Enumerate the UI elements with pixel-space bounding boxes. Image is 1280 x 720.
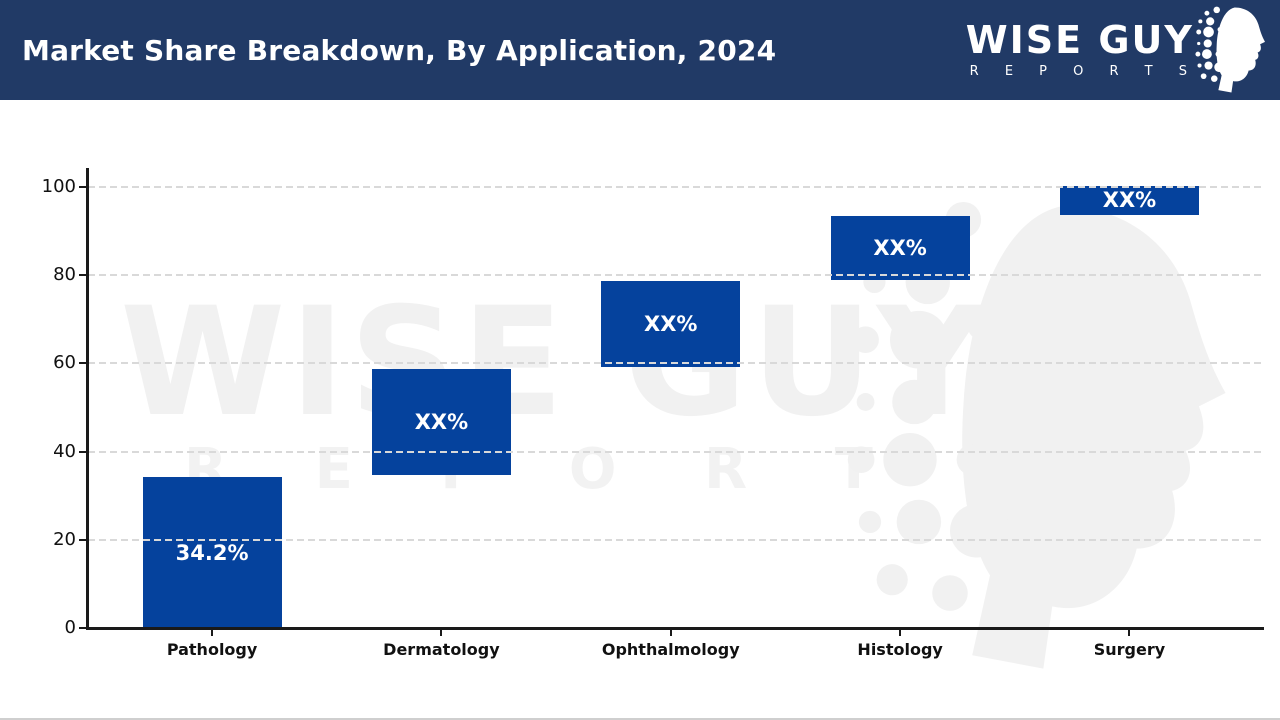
bar-value-label: XX%	[414, 410, 469, 435]
y-axis-tick-label: 100	[41, 176, 76, 197]
bar-pathology: 34.2%	[142, 477, 282, 628]
logo-line2: R E P O R T S	[969, 64, 1198, 79]
header-bar: Market Share Breakdown, By Application, …	[0, 0, 1280, 100]
y-axis-tick-label: 80	[53, 264, 76, 286]
x-category-label: Pathology	[166, 640, 258, 659]
grid-line	[88, 450, 1264, 453]
bar-histology: XX%	[830, 215, 970, 280]
y-axis-tick-label: 0	[64, 617, 76, 638]
bar-value-label: XX%	[644, 312, 698, 337]
bar-surgery: XX%	[1059, 185, 1199, 216]
y-axis-tick-mark	[79, 186, 87, 188]
x-axis-line	[86, 627, 1264, 630]
bar-dermatology: XX%	[371, 368, 511, 476]
x-category-label: Surgery	[1093, 640, 1166, 659]
y-axis-tick-mark	[79, 362, 87, 365]
x-category-label: Ophthalmology	[601, 640, 740, 659]
bar-value-label: 34.2%	[175, 540, 249, 565]
grid-line	[88, 274, 1264, 277]
y-axis-tick-mark	[79, 450, 87, 453]
wise-guy-logo-text: WISE GUY R E P O R T S	[962, 21, 1198, 79]
grid-line	[88, 186, 1264, 188]
wise-guy-head-icon	[1195, 6, 1265, 93]
x-axis-tick-mark	[211, 629, 214, 636]
x-category-label: Histology	[857, 640, 943, 659]
bottom-border-line	[0, 718, 1280, 720]
x-category-label: Dermatology	[383, 640, 500, 659]
y-axis-tick-label: 60	[53, 352, 76, 374]
logo-line1: WISE GUY	[965, 18, 1194, 62]
bar-value-label: XX%	[1102, 188, 1157, 213]
x-axis-tick-mark	[899, 629, 902, 636]
wise-guy-logo: WISE GUY R E P O R T S	[962, 5, 1266, 95]
y-axis-tick-mark	[79, 538, 87, 541]
bar-ophthalmology: XX%	[601, 281, 741, 367]
page-title: Market Share Breakdown, By Application, …	[22, 33, 777, 67]
grid-line	[88, 362, 1264, 365]
y-axis-tick-mark	[79, 274, 87, 277]
grid-line	[88, 538, 1264, 541]
bar-value-label: XX%	[873, 235, 927, 260]
y-axis-line	[86, 168, 89, 630]
y-axis-tick-label: 20	[53, 528, 76, 550]
y-axis-tick-mark	[79, 627, 87, 629]
x-axis-tick-mark	[669, 629, 672, 636]
x-axis-tick-mark	[1128, 629, 1131, 636]
y-axis-tick-label: 40	[53, 440, 76, 462]
x-axis-tick-mark	[440, 629, 443, 636]
